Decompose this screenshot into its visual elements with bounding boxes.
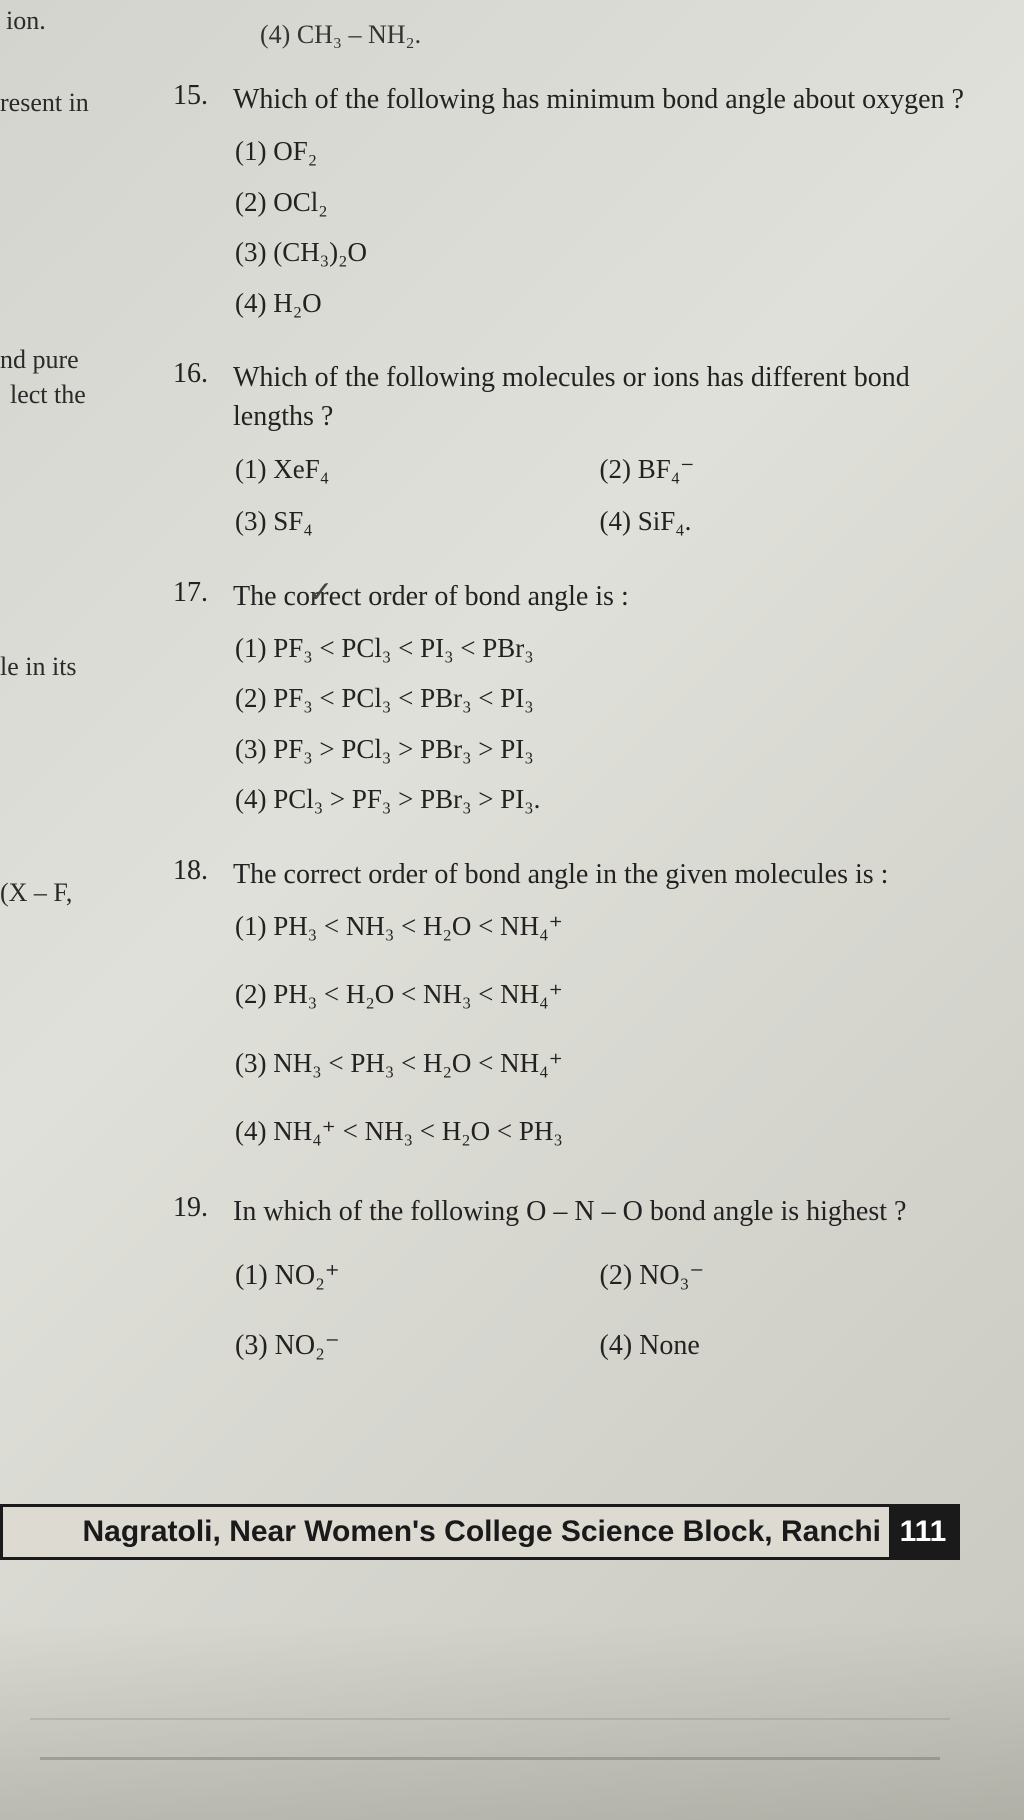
page-edge-line bbox=[40, 1757, 940, 1760]
margin-fragment-ion: ion. bbox=[6, 6, 46, 36]
margin-fragment-resent: resent in bbox=[0, 88, 89, 118]
question-18: 18. The correct order of bond angle in t… bbox=[160, 855, 964, 1152]
page-container: ion. resent in nd pure lect the le in it… bbox=[0, 0, 1024, 1820]
q18-number: 18. bbox=[160, 855, 208, 887]
page-edge-line-2 bbox=[30, 1718, 950, 1720]
q16-number: 16. bbox=[160, 358, 208, 390]
q18-opt4: (4) NH₄⁺ < NH₃ < H₂O < PH₃ bbox=[235, 1111, 964, 1152]
q17-opt1: (1) PF₃ < PCl₃ < PI₃ < PBr₃ bbox=[235, 628, 964, 669]
question-15: 15. Which of the following has minimum b… bbox=[160, 80, 964, 323]
q17-number: 17. bbox=[160, 577, 208, 609]
q15-text: Which of the following has minimum bond … bbox=[233, 80, 964, 119]
margin-fragment-xf: (X – F, bbox=[0, 878, 72, 908]
q19-opt1: (1) NO₂⁺ bbox=[235, 1255, 600, 1297]
footer-page-number: 111 bbox=[889, 1504, 957, 1560]
content-area: (4) CH₃ – NH₂. 15. Which of the followin… bbox=[160, 20, 964, 1367]
q16-opt2: (2) BF₄⁻ bbox=[600, 449, 965, 490]
footer-bar: Nagratoli, Near Women's College Science … bbox=[0, 1504, 960, 1560]
previous-q-option4: (4) CH₃ – NH₂. bbox=[260, 20, 964, 50]
bottom-shadow bbox=[0, 1620, 1024, 1820]
q16-options: (1) XeF₄ (2) BF₄⁻ (3) SF₄ (4) SiF₄. bbox=[235, 449, 964, 542]
q17-text: The correct order of bond angle is : bbox=[233, 577, 964, 616]
q15-options: (1) OF₂ (2) OCl₂ (3) (CH₃)₂O (4) H₂O bbox=[235, 131, 964, 323]
q16-opt4: (4) SiF₄. bbox=[600, 501, 965, 542]
q17-opt2: (2) PF₃ < PCl₃ < PBr₃ < PI₃ bbox=[235, 678, 964, 719]
q18-opt1: (1) PH₃ < NH₃ < H₂O < NH₄⁺ bbox=[235, 906, 964, 947]
question-16: 16. Which of the following molecules or … bbox=[160, 358, 964, 541]
q16-opt1: (1) XeF₄ bbox=[235, 449, 600, 490]
margin-fragment-ndpure: nd pure bbox=[0, 345, 79, 375]
q15-opt2: (2) OCl₂ bbox=[235, 182, 964, 223]
q19-number: 19. bbox=[160, 1192, 208, 1224]
q15-opt3: (3) (CH₃)₂O bbox=[235, 232, 964, 273]
q19-opt3: (3) NO₂⁻ bbox=[235, 1325, 600, 1367]
margin-fragment-leinits: le in its bbox=[0, 652, 77, 682]
q19-opt4: (4) None bbox=[600, 1325, 965, 1367]
q15-opt1: (1) OF₂ bbox=[235, 131, 964, 172]
q19-opt2: (2) NO₃⁻ bbox=[600, 1255, 965, 1297]
q15-number: 15. bbox=[160, 80, 208, 112]
tick-mark-icon: ✓ bbox=[308, 575, 333, 610]
q18-opt2: (2) PH₃ < H₂O < NH₃ < NH₄⁺ bbox=[235, 974, 964, 1015]
question-17: ✓ 17. The correct order of bond angle is… bbox=[160, 577, 964, 820]
q19-text: In which of the following O – N – O bond… bbox=[233, 1192, 964, 1231]
q18-opt3: (3) NH₃ < PH₃ < H₂O < NH₄⁺ bbox=[235, 1043, 964, 1084]
footer-address: Nagratoli, Near Women's College Science … bbox=[83, 1515, 890, 1549]
q17-options: (1) PF₃ < PCl₃ < PI₃ < PBr₃ (2) PF₃ < PC… bbox=[235, 628, 964, 820]
q16-text: Which of the following molecules or ions… bbox=[233, 358, 964, 436]
q19-options: (1) NO₂⁺ (2) NO₃⁻ (3) NO₂⁻ (4) None bbox=[235, 1255, 964, 1367]
q15-opt4: (4) H₂O bbox=[235, 283, 964, 324]
q17-opt3: (3) PF₃ > PCl₃ > PBr₃ > PI₃ bbox=[235, 729, 964, 770]
question-19: 19. In which of the following O – N – O … bbox=[160, 1192, 964, 1367]
q18-text: The correct order of bond angle in the g… bbox=[233, 855, 964, 894]
margin-fragment-lect: lect the bbox=[10, 380, 86, 410]
q18-options: (1) PH₃ < NH₃ < H₂O < NH₄⁺ (2) PH₃ < H₂O… bbox=[235, 906, 964, 1152]
q16-opt3: (3) SF₄ bbox=[235, 501, 600, 542]
q17-opt4: (4) PCl₃ > PF₃ > PBr₃ > PI₃. bbox=[235, 779, 964, 820]
